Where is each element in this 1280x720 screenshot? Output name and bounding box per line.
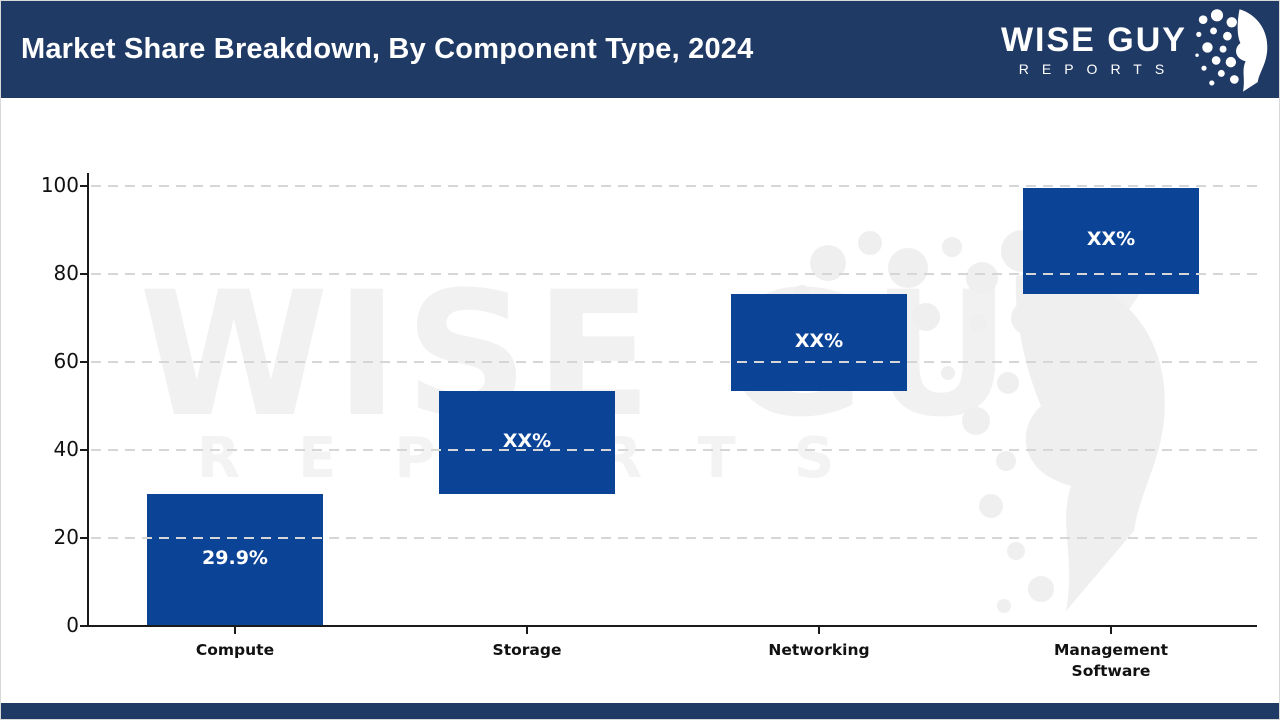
watermark-head-icon <box>794 230 1165 613</box>
bar-value-label: 29.9% <box>202 547 268 570</box>
y-tick-label: 80 <box>53 261 79 285</box>
x-category-label: Compute <box>195 641 275 659</box>
logo-wordmark: WISE GUY <box>1000 20 1187 59</box>
x-category-label: Storage <box>492 641 562 659</box>
y-tick-mark <box>80 449 88 451</box>
gridline <box>91 185 1257 187</box>
y-tick-mark <box>80 185 88 187</box>
logo-head-icon <box>1195 8 1268 92</box>
footer-bar <box>1 703 1279 719</box>
y-tick-mark <box>80 361 88 363</box>
x-category-label: Management Software <box>1053 641 1169 680</box>
bar-value-label: XX% <box>794 329 844 352</box>
y-tick-mark <box>80 625 88 627</box>
y-tick-label: 100 <box>40 173 79 197</box>
gridline <box>91 361 1257 363</box>
bar-value-label: XX% <box>502 429 552 452</box>
y-axis-line <box>87 173 89 627</box>
wise-guy-logo: WISE GUY REPORTS <box>1001 1 1269 98</box>
y-tick-label: 20 <box>53 525 79 549</box>
bar-storage <box>439 391 615 495</box>
gridline <box>91 449 1257 451</box>
x-tick-mark <box>818 627 820 634</box>
bar-networking <box>731 293 907 392</box>
y-tick-label: 40 <box>53 437 79 461</box>
y-tick-mark <box>80 273 88 275</box>
y-tick-mark <box>80 537 88 539</box>
x-tick-mark <box>234 627 236 634</box>
x-tick-mark <box>526 627 528 634</box>
y-tick-label: 60 <box>53 349 79 373</box>
x-axis-line <box>87 625 1257 627</box>
bar-value-label: XX% <box>1086 228 1136 250</box>
logo-subtext: REPORTS <box>1018 60 1178 77</box>
bar-compute <box>147 494 323 626</box>
x-tick-mark <box>1110 627 1112 634</box>
y-tick-label: 0 <box>66 613 79 637</box>
logo-text: WISE GUY REPORTS <box>1001 23 1187 77</box>
gridline <box>91 537 1257 539</box>
gridline <box>91 273 1257 275</box>
bar-management-software <box>1023 188 1199 294</box>
page-title: Market Share Breakdown, By Component Typ… <box>21 33 754 65</box>
header-bar: Market Share Breakdown, By Component Typ… <box>1 1 1279 98</box>
x-category-label: Networking <box>768 641 870 659</box>
